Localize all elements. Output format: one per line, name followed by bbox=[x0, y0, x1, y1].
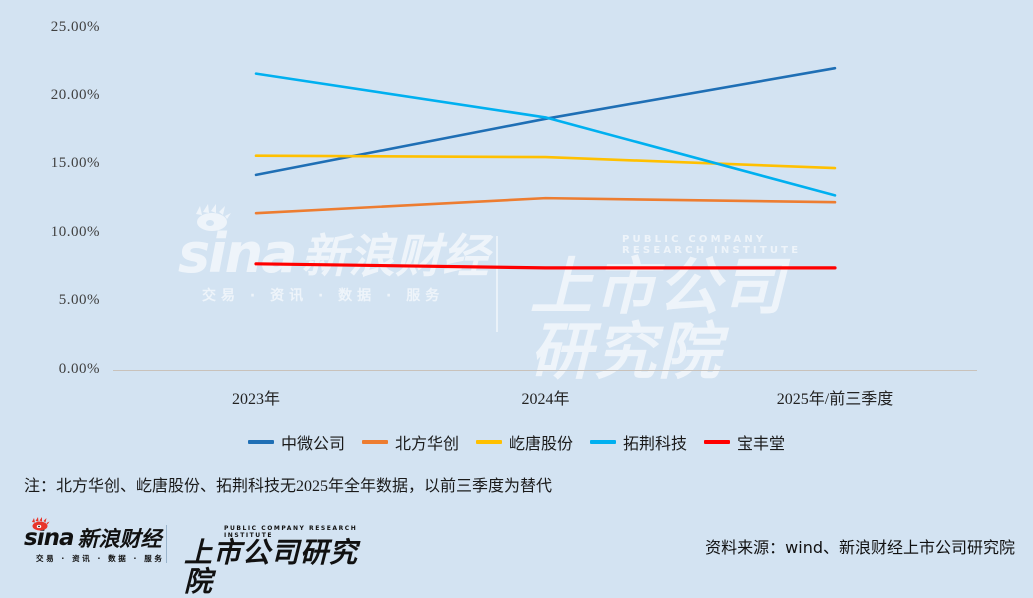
legend-label: 北方华创 bbox=[394, 436, 459, 453]
legend-item-宝丰堂[interactable]: 宝丰堂 bbox=[704, 430, 785, 454]
legend-label: 中微公司 bbox=[280, 436, 345, 453]
y-axis-tick-label: 0.00% bbox=[58, 360, 100, 377]
series-line-拓荆科技 bbox=[254, 72, 837, 197]
series-line-中微公司 bbox=[254, 66, 837, 177]
footer-institute-cn: 上市公司研究院 bbox=[184, 536, 359, 598]
chart-page: sina 新浪财经 交易 · 资讯 · 数据 · 服务 PUBLIC COMPA… bbox=[0, 18, 1033, 597]
chart-note: 注：北方华创、屹唐股份、拓荆科技无2025年全年数据，以前三季度为替代 bbox=[24, 478, 553, 495]
series-line-北方华创 bbox=[254, 196, 837, 215]
x-axis-tick-label: 2025年/前三季度 bbox=[776, 391, 894, 408]
x-axis-tick-label: 2023年 bbox=[231, 391, 280, 408]
y-axis-tick-label: 15.00% bbox=[50, 155, 100, 172]
sina-eye-icon bbox=[32, 517, 50, 531]
footer-institute-en: PUBLIC COMPANY RESEARCH INSTITUTE bbox=[224, 525, 358, 539]
footer-logo: sina 新浪财经 交易 · 资讯 · 数据 · 服务 PUBLIC COMPA… bbox=[24, 517, 374, 597]
series-line-宝丰堂 bbox=[254, 262, 837, 270]
footer-sina-block: sina 新浪财经 交易 · 资讯 · 数据 · 服务 bbox=[24, 517, 165, 564]
legend-item-北方华创[interactable]: 北方华创 bbox=[361, 430, 459, 454]
y-axis-tick-label: 25.00% bbox=[50, 18, 100, 35]
line-chart: 0.00% 5.00% 10.00% 15.00% 20.00% 25.00% 2023年… bbox=[50, 18, 977, 408]
footer-divider bbox=[166, 525, 167, 563]
legend-label: 屹唐股份 bbox=[508, 436, 573, 453]
footer-brand-tagline: 交易 · 资讯 · 数据 · 服务 bbox=[36, 554, 165, 563]
chart-legend: 中微公司 北方华创 屹唐股份 拓荆科技 宝丰堂 bbox=[0, 430, 1033, 454]
legend-item-屹唐股份[interactable]: 屹唐股份 bbox=[475, 430, 573, 454]
legend-swatch-icon bbox=[590, 440, 616, 444]
y-axis-tick-label: 20.00% bbox=[50, 86, 100, 103]
y-axis-tick-label: 5.00% bbox=[58, 292, 100, 309]
legend-swatch-icon bbox=[475, 440, 502, 444]
series-layer bbox=[254, 66, 837, 270]
legend-swatch-icon bbox=[361, 440, 388, 444]
legend-label: 宝丰堂 bbox=[737, 436, 786, 453]
source-text: 资料来源：wind、新浪财经上市公司研究院 bbox=[705, 538, 1015, 557]
series-line-屹唐股份 bbox=[254, 154, 837, 170]
footer-brand-latin: sina bbox=[24, 525, 74, 551]
footer-brand-row: sina 新浪财经 bbox=[24, 517, 164, 551]
chart-plot-svg bbox=[113, 66, 977, 371]
x-axis-tick-label: 2024年 bbox=[521, 391, 570, 408]
legend-label: 拓荆科技 bbox=[623, 436, 688, 453]
legend-swatch-icon bbox=[247, 440, 274, 444]
footer-institute-block: PUBLIC COMPANY RESEARCH INSTITUTE 上市公司研究… bbox=[184, 525, 374, 597]
legend-item-中微公司[interactable]: 中微公司 bbox=[247, 430, 345, 454]
y-axis-tick-label: 10.00% bbox=[50, 223, 100, 240]
footer-brand-cn: 新浪财经 bbox=[77, 527, 162, 551]
legend-swatch-icon bbox=[704, 440, 731, 444]
legend-item-拓荆科技[interactable]: 拓荆科技 bbox=[590, 430, 687, 454]
